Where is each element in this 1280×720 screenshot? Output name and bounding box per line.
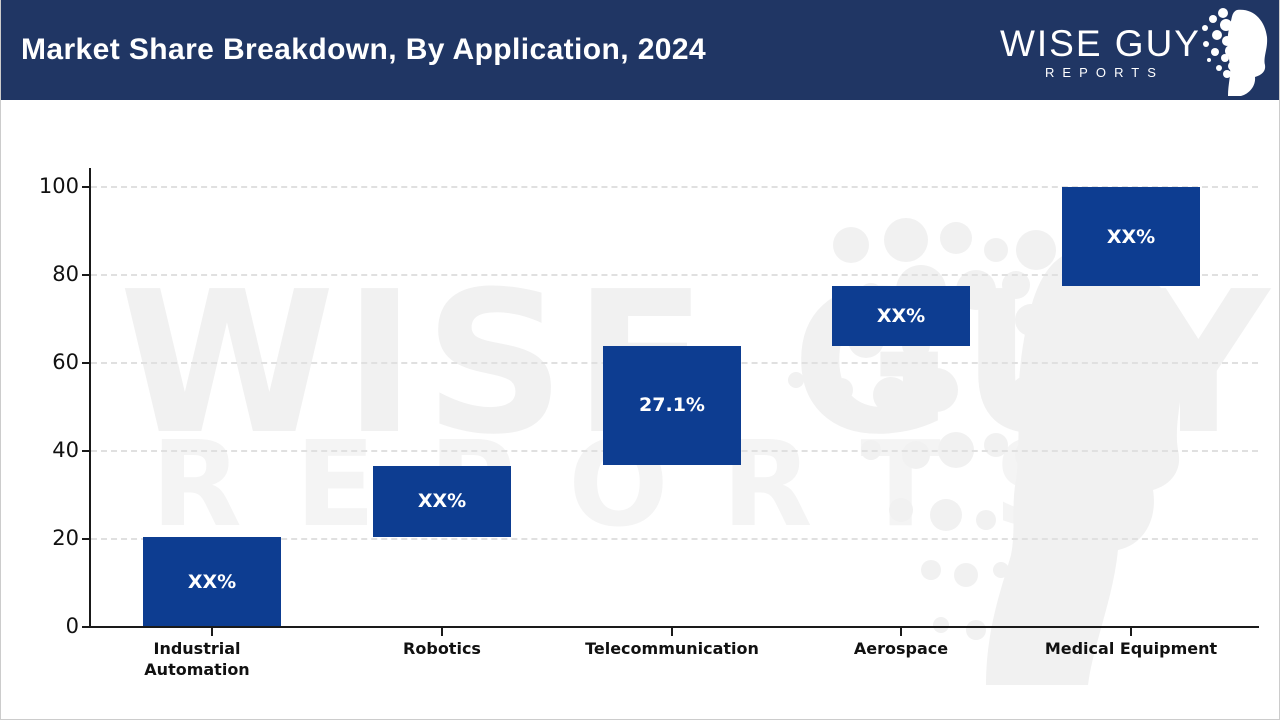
gridline-100 <box>91 186 1258 188</box>
logo-subtitle: REPORTS <box>1044 65 1165 81</box>
y-tick-40 <box>82 450 90 452</box>
y-tick-label-20: 20 <box>52 526 79 550</box>
wiseguy-logo: WISE GUY REPORTS <box>1000 6 1271 98</box>
gridline-80 <box>91 274 1258 276</box>
y-tick-80 <box>82 274 90 276</box>
bar-medical-equipment: XX% <box>1062 187 1200 286</box>
bar-aerospace: XX% <box>832 286 970 346</box>
bar-value-label: XX% <box>417 490 467 513</box>
bar-value-label: XX% <box>187 570 237 593</box>
y-tick-20 <box>82 538 90 540</box>
x-category-label: Medical Equipment <box>1044 639 1218 658</box>
x-category-label: Aerospace <box>853 639 949 658</box>
logo-head-icon <box>1202 8 1268 96</box>
chart-title: Market Share Breakdown, By Application, … <box>21 33 707 66</box>
bar-value-label: XX% <box>876 304 926 327</box>
y-tick-label-100: 100 <box>38 174 79 198</box>
bar-industrial-automation: XX% <box>143 536 281 627</box>
logo-wordmark: WISE GUY <box>999 22 1201 64</box>
bar-telecommunication: 27.1% <box>603 345 741 466</box>
bar-value-label: XX% <box>1106 225 1156 248</box>
bar-value-label: 27.1% <box>639 394 705 417</box>
x-tick-2 <box>441 628 443 636</box>
x-tick-4 <box>900 628 902 636</box>
x-category-label: Robotics <box>403 639 481 658</box>
x-axis-line <box>89 626 1259 628</box>
x-tick-3 <box>671 628 673 636</box>
y-tick-label-40: 40 <box>52 438 79 462</box>
y-tick-100 <box>82 186 90 188</box>
y-tick-60 <box>82 362 90 364</box>
logo-text: WISE GUY REPORTS <box>999 22 1201 81</box>
gridline-20 <box>91 538 1258 540</box>
y-tick-label-80: 80 <box>52 262 79 286</box>
x-category-label: Industrial Automation <box>144 639 250 679</box>
y-tick-label-0: 0 <box>65 614 79 638</box>
x-tick-5 <box>1130 628 1132 636</box>
x-tick-1 <box>211 628 213 636</box>
y-axis-line <box>89 168 91 627</box>
bar-robotics: XX% <box>373 465 511 537</box>
x-category-label: Telecommunication <box>585 639 759 658</box>
header: Market Share Breakdown, By Application, … <box>1 0 1279 100</box>
y-tick-label-60: 60 <box>52 350 79 374</box>
y-tick-0 <box>82 626 90 628</box>
